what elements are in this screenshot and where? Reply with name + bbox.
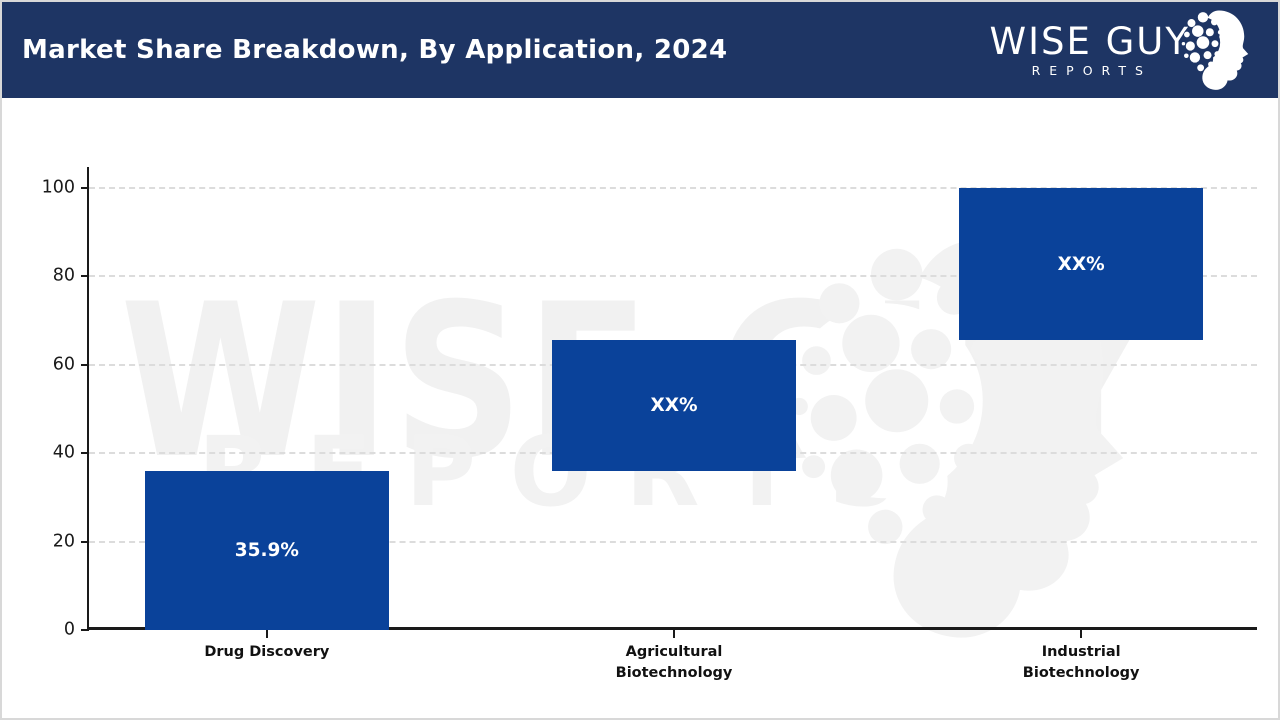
logo-subtitle: REPORTS bbox=[1031, 62, 1152, 78]
x-tick-label-line: Agricultural bbox=[625, 644, 723, 660]
x-tick-label-line: Biotechnology bbox=[1022, 665, 1140, 682]
x-tick-label: Agricultural Biotechnology bbox=[514, 642, 834, 684]
y-tick-label: 0 bbox=[63, 619, 75, 640]
x-tick-label: Industrial Biotechnology bbox=[921, 642, 1241, 684]
gridline bbox=[89, 540, 1257, 543]
gridline bbox=[89, 187, 1257, 189]
x-tick-label: Drug Discovery bbox=[107, 642, 427, 663]
header: Market Share Breakdown, By Application, … bbox=[2, 2, 1278, 98]
bar-segment: XX% bbox=[959, 188, 1204, 341]
x-tick-label-line: Biotechnology bbox=[615, 665, 733, 682]
bar-value-label: XX% bbox=[650, 395, 698, 417]
y-tick-mark bbox=[81, 363, 89, 366]
y-tick-mark bbox=[81, 187, 89, 189]
x-tick-label-line: Drug Discovery bbox=[204, 644, 330, 660]
logo-wordmark: WISE GUY bbox=[989, 19, 1190, 63]
page-title: Market Share Breakdown, By Application, … bbox=[22, 35, 728, 65]
logo-text: WISE GUY REPORTS bbox=[990, 23, 1190, 78]
y-tick-mark bbox=[81, 540, 89, 543]
y-tick-mark bbox=[81, 452, 89, 455]
y-tick-mark bbox=[81, 629, 89, 631]
x-tick-mark bbox=[1080, 630, 1083, 638]
y-tick-label: 20 bbox=[52, 530, 75, 551]
logo-face-icon bbox=[1176, 7, 1262, 93]
y-tick-label: 80 bbox=[52, 265, 75, 286]
x-tick-mark bbox=[673, 630, 675, 638]
y-tick-label: 60 bbox=[52, 354, 75, 375]
bar-segment: 35.9% bbox=[144, 471, 389, 630]
x-tick-mark bbox=[265, 630, 268, 638]
y-tick-label: 40 bbox=[52, 442, 75, 463]
plot: 0 20 40 60 80 100 35.9% Drug Discovery XX% Agricu… bbox=[42, 167, 1257, 681]
bar-value-label: 35.9% bbox=[234, 540, 299, 562]
x-tick-label-line: Industrial bbox=[1041, 644, 1121, 660]
y-tick-mark bbox=[81, 275, 89, 278]
brand-logo: WISE GUY REPORTS bbox=[990, 7, 1262, 93]
bar-segment: XX% bbox=[552, 340, 796, 472]
y-tick-label: 100 bbox=[41, 177, 75, 198]
bar-value-label: XX% bbox=[1057, 253, 1105, 275]
gridline bbox=[89, 275, 1257, 278]
